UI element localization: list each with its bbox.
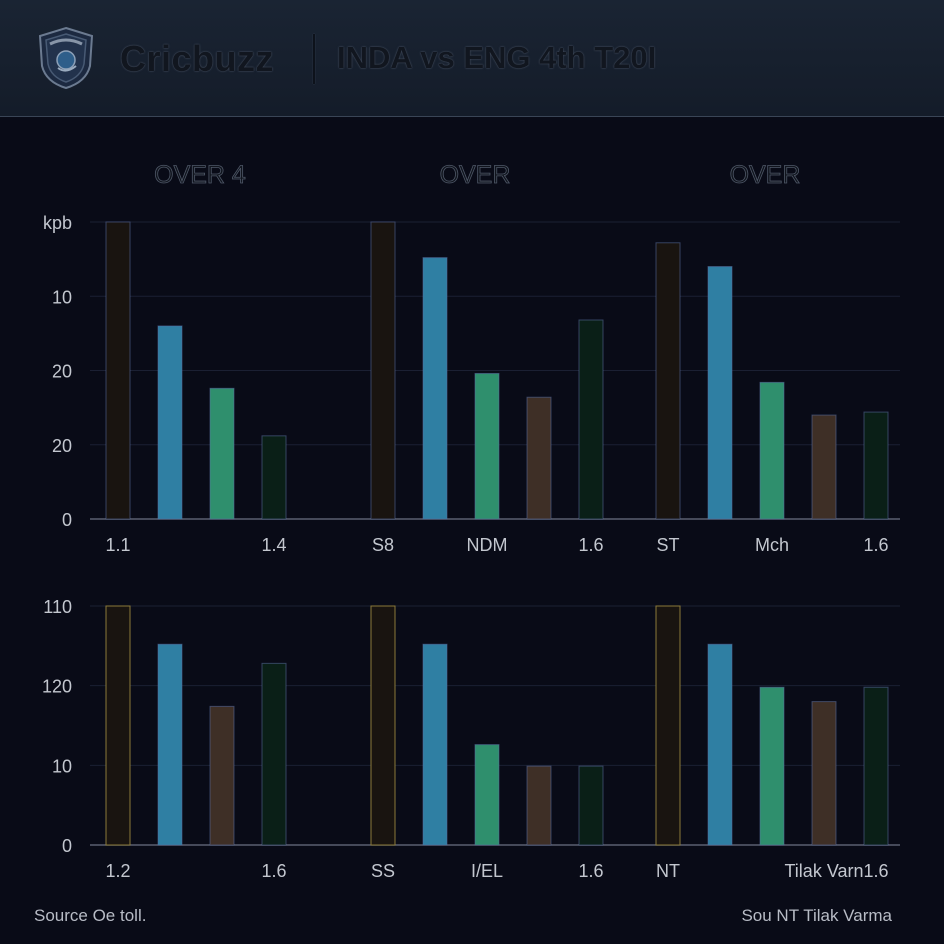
y-tick-label: 10	[52, 287, 72, 307]
bar	[759, 381, 785, 520]
bar	[526, 765, 552, 846]
bar	[578, 765, 604, 846]
y-tick-label: 20	[52, 436, 72, 456]
header-divider	[313, 34, 315, 84]
bar	[863, 411, 889, 520]
bar	[370, 605, 396, 846]
brand-name: Cricbuzz	[120, 38, 275, 79]
x-tick-label: 1.1	[105, 535, 130, 555]
bar	[105, 221, 131, 520]
x-tick-label: Tilak Varn	[784, 861, 863, 881]
header-bar: Cricbuzz INDA vs ENG 4th T20I	[0, 0, 944, 117]
y-tick-label: 10	[52, 756, 72, 776]
y-tick-label: 120	[42, 677, 72, 697]
x-tick-label: 1.6	[261, 861, 286, 881]
cricbuzz-shield-logo-icon	[38, 26, 94, 90]
bar	[811, 701, 837, 846]
bar	[209, 387, 235, 520]
y-tick-label: 20	[52, 362, 72, 382]
x-tick-label: 1.6	[578, 535, 603, 555]
bar	[707, 643, 733, 846]
panel-title: OVER	[440, 161, 511, 189]
x-tick-label: NT	[656, 861, 680, 881]
bar	[422, 257, 448, 520]
y-tick-label: 0	[62, 510, 72, 530]
bar	[655, 242, 681, 520]
panel-title: OVER	[730, 161, 801, 189]
bar	[422, 643, 448, 846]
bar	[105, 605, 131, 846]
bar	[811, 414, 837, 520]
x-tick-label: SS	[371, 861, 395, 881]
bar	[578, 319, 604, 520]
y-tick-label: kpb	[43, 213, 72, 233]
bar	[759, 686, 785, 846]
match-title: INDA vs ENG 4th T20I	[337, 40, 657, 75]
x-tick-label: 1.6	[863, 535, 888, 555]
bar	[157, 325, 183, 520]
bar	[707, 266, 733, 520]
bar	[863, 686, 889, 846]
x-tick-label: 1.4	[261, 535, 286, 555]
bar	[157, 643, 183, 846]
x-tick-label: S8	[372, 535, 394, 555]
panel-title: OVER 4	[154, 161, 246, 189]
x-tick-label: Mch	[755, 535, 789, 555]
y-tick-label: 0	[62, 836, 72, 856]
footer-source-right: Sou NT Tilak Varma	[741, 906, 892, 925]
bar	[209, 705, 235, 846]
bar	[261, 662, 287, 846]
y-tick-label: 110	[43, 597, 72, 617]
x-tick-label: 1.6	[863, 861, 888, 881]
bar	[474, 372, 500, 520]
bar	[655, 605, 681, 846]
bar	[261, 435, 287, 520]
x-tick-label: 1.6	[578, 861, 603, 881]
x-tick-label: ST	[656, 535, 679, 555]
footer-source-left: Source Oe toll.	[34, 906, 147, 925]
bar	[526, 396, 552, 520]
bar	[474, 744, 500, 846]
x-tick-label: NDM	[467, 535, 508, 555]
x-tick-label: 1.2	[105, 861, 130, 881]
x-tick-label: I/EL	[471, 861, 503, 881]
bar	[370, 221, 396, 520]
